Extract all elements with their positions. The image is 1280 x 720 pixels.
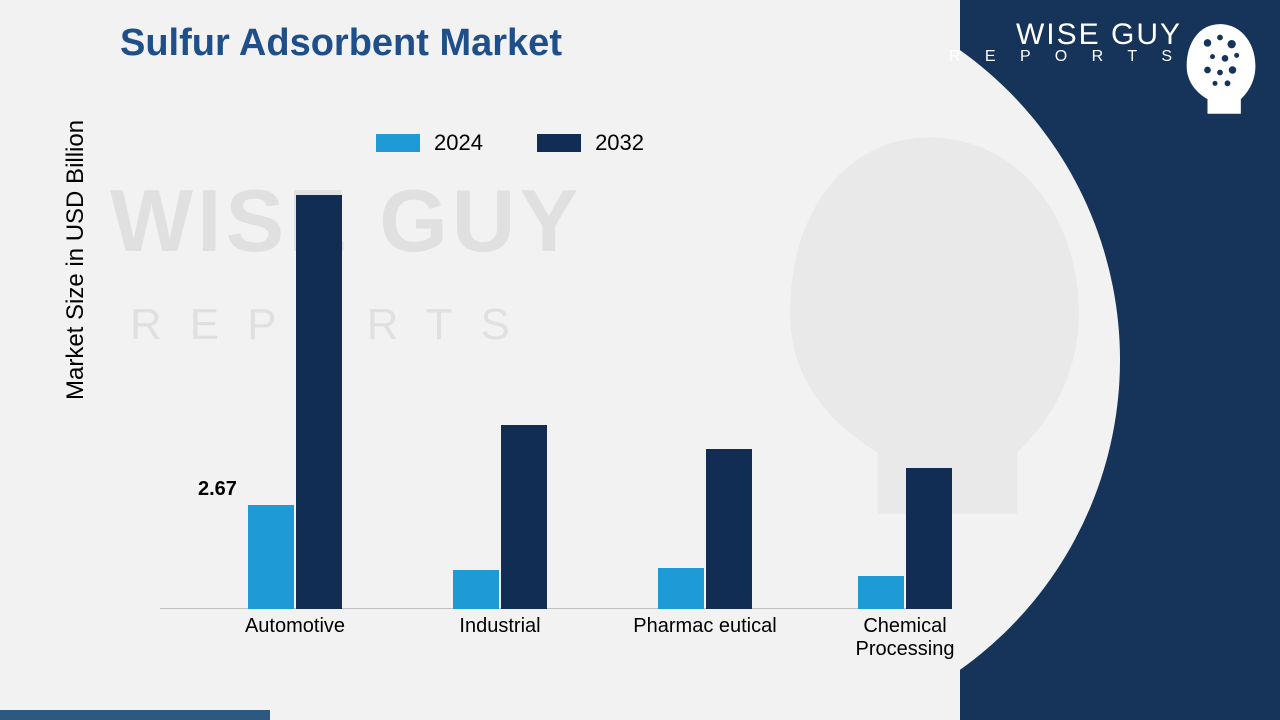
bar-group: Automotive: [220, 195, 370, 609]
bottom-accent-bar: [0, 710, 270, 720]
bar-2024: [248, 505, 294, 609]
bar-2024: [658, 568, 704, 609]
value-label: 2.67: [198, 478, 237, 501]
category-label: Automotive: [210, 615, 380, 638]
brand-line1: WISE GUY: [949, 18, 1182, 52]
brand-line2: R E P O R T S: [949, 48, 1182, 66]
legend-item-2024: 2024: [376, 130, 483, 156]
bar-2032: [706, 449, 752, 609]
legend-label-2024: 2024: [434, 130, 483, 156]
bar-2032: [296, 195, 342, 609]
bar-group: Chemical Processing: [830, 468, 980, 609]
category-label: Industrial: [415, 615, 585, 638]
category-label: Chemical Processing: [820, 615, 990, 661]
chart-title: Sulfur Adsorbent Market: [120, 22, 562, 65]
legend-item-2032: 2032: [537, 130, 644, 156]
bar-2032: [906, 468, 952, 609]
brand-head-icon: [1174, 20, 1266, 120]
plot-area: AutomotiveIndustrialPharmac euticalChemi…: [160, 180, 950, 610]
legend-swatch-2032: [537, 134, 581, 152]
legend-label-2032: 2032: [595, 130, 644, 156]
category-label: Pharmac eutical: [620, 615, 790, 638]
bar-2024: [858, 576, 904, 609]
bar-group: Industrial: [425, 425, 575, 609]
bar-2024: [453, 570, 499, 609]
chart-canvas: WISE GUY REPORTS Sulfur Adsorbent Market…: [0, 0, 1280, 720]
legend: 2024 2032: [70, 130, 950, 158]
legend-swatch-2024: [376, 134, 420, 152]
y-axis-label: Market Size in USD Billion: [62, 120, 90, 400]
brand-logo: WISE GUY R E P O R T S: [1027, 18, 1260, 66]
bar-chart: Market Size in USD Billion 2024 2032 Aut…: [70, 130, 950, 670]
bar-group: Pharmac eutical: [630, 449, 780, 609]
bar-2032: [501, 425, 547, 609]
